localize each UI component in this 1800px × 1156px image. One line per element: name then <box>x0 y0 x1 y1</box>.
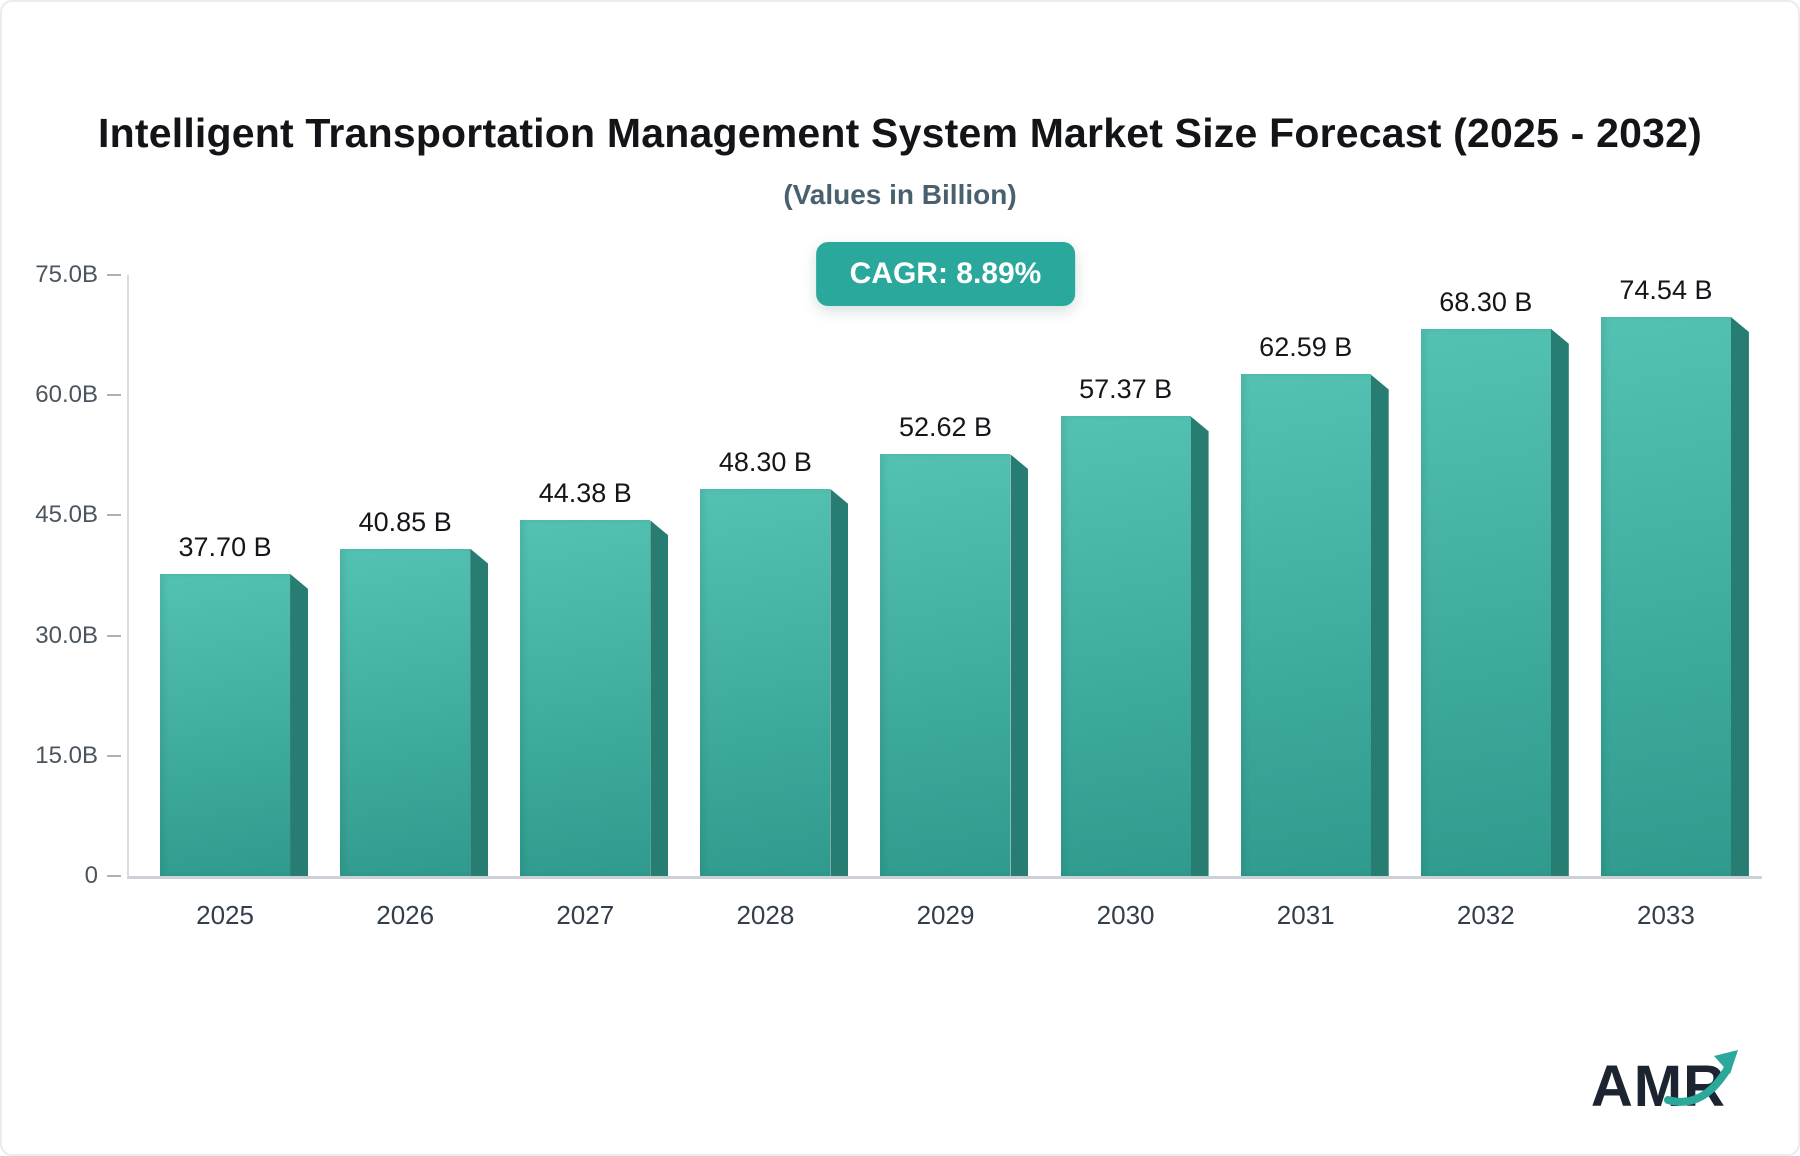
y-tick-label: 45.0B <box>35 501 98 529</box>
y-tick-mark <box>107 394 121 397</box>
bar-face <box>1420 328 1551 876</box>
bar-face <box>160 573 291 876</box>
bar <box>1600 317 1749 876</box>
bar-face <box>1240 374 1371 876</box>
bar-value-label: 74.54 B <box>1619 275 1713 305</box>
y-tick: 60.0B <box>35 381 121 409</box>
bar-group: 57.37 B 2030 <box>1036 275 1216 930</box>
y-tick: 45.0B <box>35 501 121 529</box>
bar-group: 44.38 B 2027 <box>495 275 675 930</box>
y-tick: 75.0B <box>35 261 121 289</box>
bar <box>700 488 849 876</box>
bar-side <box>650 520 669 876</box>
bar-value-label: 52.62 B <box>898 412 993 443</box>
bar-value-label: 68.30 B <box>1439 286 1533 317</box>
y-tick-mark <box>107 274 121 276</box>
y-tick-mark <box>107 875 121 877</box>
y-tick-label: 0 <box>84 862 98 889</box>
bar-face <box>700 488 831 876</box>
bar-side <box>1010 454 1029 876</box>
plot-area: CAGR: 8.89% 0 15.0B 30.0B 45.0B 60.0B 75.0B 3… <box>35 242 1762 930</box>
bar-side <box>1730 317 1749 876</box>
bar <box>1240 374 1389 876</box>
bar <box>520 520 669 876</box>
bars: 37.70 B 2025 40.85 B 2026 44.38 B 2027 48.30 B… <box>129 275 1762 930</box>
chart-title: Intelligent Transportation Management Sy… <box>98 110 1702 156</box>
bar-side <box>1190 416 1209 876</box>
cagr-badge: CAGR: 8.89% <box>815 242 1076 306</box>
bar-face <box>1600 317 1731 876</box>
bar-group: 37.70 B 2025 <box>135 275 315 930</box>
bar-face <box>880 454 1011 876</box>
y-tick: 30.0B <box>35 622 121 650</box>
bar-group: 40.85 B 2026 <box>315 275 495 930</box>
y-tick-label: 60.0B <box>35 381 98 409</box>
y-tick-label: 75.0B <box>35 261 98 288</box>
bar <box>160 573 309 876</box>
y-tick-mark <box>107 514 121 517</box>
bar-face <box>1060 416 1191 876</box>
bar <box>1060 416 1209 876</box>
bar-group: 48.30 B 2028 <box>675 275 855 930</box>
x-axis-label: 2031 <box>1276 900 1335 930</box>
x-axis-label: 2027 <box>556 900 615 930</box>
bar-group: 62.59 B 2031 <box>1216 275 1396 930</box>
bar-value-label: 44.38 B <box>538 478 632 509</box>
bar-value-label: 40.85 B <box>358 506 452 537</box>
bar <box>340 548 489 876</box>
bar-value-label: 57.37 B <box>1079 374 1173 405</box>
x-axis-label: 2025 <box>196 900 254 930</box>
amr-logo: AMR <box>1590 1050 1738 1120</box>
bar <box>880 454 1029 876</box>
x-axis-label: 2032 <box>1456 900 1515 930</box>
bar-side <box>1550 328 1569 876</box>
bar-value-label: 48.30 B <box>718 446 812 477</box>
bar-face <box>340 548 471 876</box>
bar-side <box>1370 374 1389 876</box>
y-tick: 15.0B <box>35 742 121 770</box>
chart-subtitle: (Values in Billion) <box>783 179 1017 210</box>
x-axis-label: 2026 <box>376 900 435 930</box>
y-tick: 0 <box>85 862 121 890</box>
x-axis-label: 2029 <box>916 900 975 930</box>
x-axis-label: 2028 <box>736 900 795 930</box>
bar-group: 68.30 B 2032 <box>1396 275 1576 930</box>
bar-value-label: 37.70 B <box>178 531 272 562</box>
bar <box>1420 328 1569 876</box>
y-axis: 0 15.0B 30.0B 45.0B 60.0B 75.0B <box>35 261 1762 889</box>
bar-group: 52.62 B 2029 <box>855 275 1035 930</box>
x-axis-label: 2030 <box>1096 900 1155 930</box>
bar-side <box>830 488 849 876</box>
bar-side <box>470 548 489 876</box>
y-tick-label: 30.0B <box>35 621 98 649</box>
y-tick-mark <box>107 634 121 637</box>
bar-group: 74.54 B 2033 <box>1576 275 1756 930</box>
chart-header: Intelligent Transportation Management Sy… <box>2 2 1798 211</box>
bar-face <box>520 520 651 876</box>
bar-value-label: 62.59 B <box>1259 332 1353 363</box>
y-tick-label: 15.0B <box>35 741 98 769</box>
logo-text: AMR <box>1590 1054 1726 1119</box>
x-axis-label: 2033 <box>1637 900 1695 930</box>
bar-side <box>290 573 309 876</box>
y-tick-mark <box>107 754 121 757</box>
bar-chart: CAGR: 8.89% 0 15.0B 30.0B 45.0B 60.0B 75.0B 3… <box>35 242 1762 930</box>
